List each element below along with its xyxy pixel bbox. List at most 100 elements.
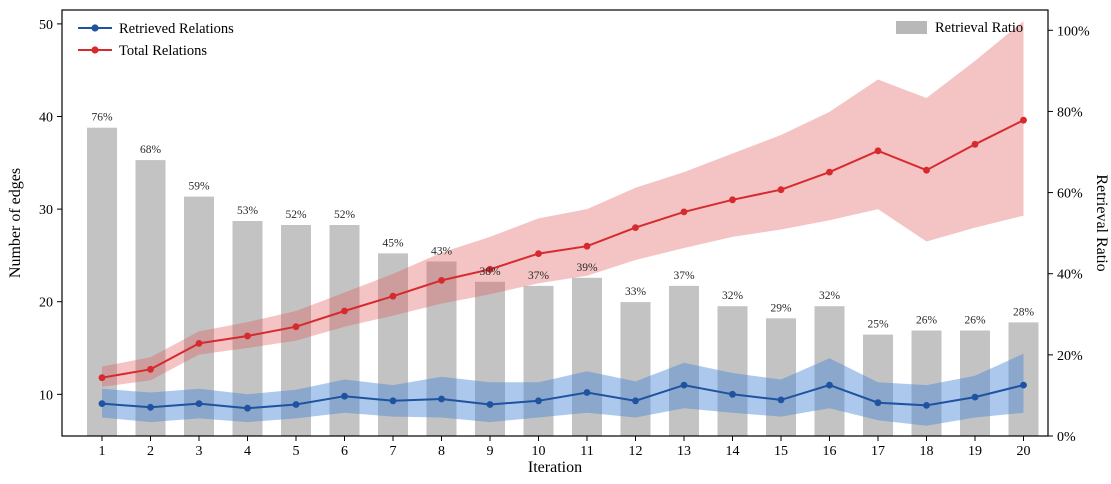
right-y-tick-label: 100%: [1057, 24, 1090, 39]
bar-percent-label: 28%: [1013, 306, 1035, 318]
data-point: [583, 389, 591, 396]
x-tick-label: 5: [293, 444, 300, 459]
right-y-tick-label: 20%: [1057, 349, 1083, 364]
bar-iteration-19: [960, 330, 990, 436]
x-tick-label: 2: [147, 444, 154, 459]
data-point: [98, 374, 106, 382]
bar-iteration-5: [281, 225, 311, 436]
bar-iteration-2: [135, 160, 166, 436]
bar-percent-label: 37%: [673, 270, 695, 282]
right-y-tick-label: 60%: [1057, 187, 1083, 202]
data-point: [680, 381, 688, 389]
data-point: [195, 400, 203, 407]
left-y-tick-label: 40: [39, 111, 53, 126]
bar-iteration-17: [863, 334, 893, 436]
bar-percent-label: 45%: [382, 237, 404, 249]
data-point: [583, 242, 591, 250]
data-point: [632, 397, 639, 405]
x-tick-label: 9: [487, 444, 494, 459]
bar-iteration-8: [426, 261, 457, 436]
bar-percent-labels: 76% 68% 59% 53% 52% 52% 45% 43% 38% 37% 39% 33% 37% 3…: [91, 112, 1034, 331]
right-y-axis-title: Retrieval Ratio: [1093, 174, 1110, 271]
legend-lines: Retrieved Relations Total Relations: [78, 21, 234, 59]
bar-percent-label: 39%: [576, 262, 598, 274]
x-tick-label: 8: [438, 444, 445, 459]
bar-percent-label: 52%: [285, 209, 307, 221]
bar-iteration-15: [766, 318, 796, 436]
data-point: [147, 403, 154, 411]
x-tick-label: 3: [196, 444, 203, 459]
bar-percent-label: 29%: [770, 302, 792, 314]
data-point: [341, 307, 348, 315]
left-y-tick-label: 30: [39, 203, 53, 218]
bar-iteration-1: [87, 127, 117, 436]
data-point: [292, 323, 300, 331]
data-point: [826, 168, 833, 176]
data-point: [923, 166, 930, 174]
bar-percent-label: 32%: [819, 290, 841, 302]
legend-label: Total Relations: [119, 43, 207, 59]
right-y-tick-label: 40%: [1057, 268, 1083, 283]
data-point: [632, 224, 639, 232]
data-point: [341, 392, 348, 400]
bar-percent-label: 32%: [722, 290, 744, 302]
data-point: [486, 265, 494, 273]
bar-iteration-4: [232, 221, 263, 436]
bar-iteration-20: [1008, 322, 1039, 436]
retrieved-relations-line: [98, 381, 1027, 412]
data-point: [826, 381, 833, 389]
bar-iteration-18: [911, 330, 942, 436]
data-point: [535, 397, 542, 405]
data-point: [729, 390, 736, 398]
right-y-tick-label: 0%: [1057, 430, 1076, 445]
data-point: [777, 186, 785, 194]
data-point: [971, 140, 979, 148]
x-tick-label: 19: [968, 444, 982, 459]
data-point: [777, 396, 785, 404]
bar-iteration-10: [523, 285, 554, 436]
data-point: [486, 401, 494, 408]
data-point: [923, 402, 930, 409]
bar-percent-label: 43%: [431, 246, 453, 258]
legend-bars: Retrieval Ratio: [896, 20, 1023, 36]
x-tick-label: 15: [774, 444, 788, 459]
data-point: [195, 340, 203, 347]
x-tick-label: 11: [580, 444, 593, 459]
bar-percent-label: 25%: [867, 319, 889, 331]
x-tick-label: 18: [920, 444, 934, 459]
x-tick-label: 14: [726, 444, 740, 459]
data-point: [1020, 381, 1027, 389]
x-tick-label: 16: [823, 444, 837, 459]
retrieved-relations-band: [102, 353, 1024, 426]
bar-iteration-7: [378, 253, 408, 436]
bar-percent-label: 26%: [916, 315, 938, 327]
data-point: [438, 277, 445, 284]
x-tick-label: 6: [341, 444, 348, 459]
data-point: [389, 397, 397, 405]
bar-iteration-9: [475, 281, 505, 436]
bar-iteration-3: [184, 196, 214, 436]
total-relations-line: [98, 116, 1027, 382]
legend-marker-icon: [91, 24, 99, 32]
data-point: [98, 400, 106, 407]
x-tick-label: 1: [99, 444, 106, 459]
data-point: [147, 365, 154, 373]
left-y-axis-title: Number of edges: [7, 168, 24, 278]
bar-percent-label: 33%: [625, 286, 647, 298]
bar-percent-label: 52%: [334, 209, 356, 221]
data-point: [874, 147, 882, 155]
bar-percent-label: 76%: [91, 112, 113, 124]
total-relations-band: [102, 21, 1024, 387]
x-tick-label: 4: [244, 444, 251, 459]
bar-iteration-13: [669, 285, 699, 436]
bar-iteration-14: [717, 306, 748, 436]
data-point: [971, 393, 979, 401]
left-y-tick-label: 50: [39, 18, 53, 33]
data-point: [244, 404, 251, 412]
left-y-tick-label: 20: [39, 296, 53, 311]
bar-percent-label: 37%: [528, 270, 550, 282]
bar-iteration-6: [329, 225, 360, 436]
x-tick-label: 12: [629, 444, 643, 459]
